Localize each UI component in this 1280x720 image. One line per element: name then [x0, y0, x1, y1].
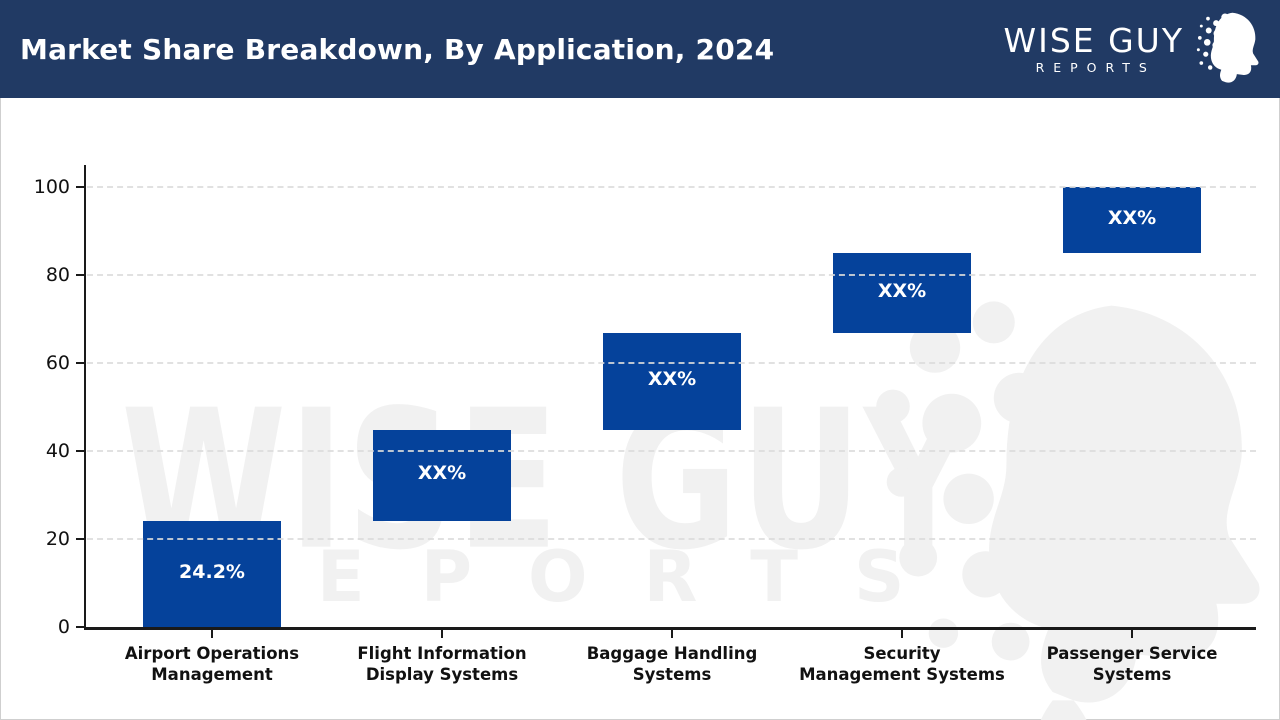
y-tick-label: 0	[57, 616, 70, 638]
x-axis-line	[84, 627, 1256, 630]
y-tick-label: 80	[45, 264, 70, 286]
y-tick	[76, 538, 84, 540]
gridline-60	[87, 362, 1256, 364]
bar-segment	[833, 253, 971, 334]
logo-head-icon	[1196, 12, 1259, 83]
x-tick	[211, 630, 213, 638]
bar-segment	[373, 429, 511, 521]
category-label: Baggage Handling Systems	[586, 644, 758, 685]
gridline-80	[87, 274, 1256, 276]
y-tick	[76, 186, 84, 188]
plot: 24.2% XX% XX% XX% XX% 0 20 40 60 80 100 Airport Ope…	[1, 98, 1280, 720]
y-tick-label: 100	[33, 176, 70, 198]
page-title: Market Share Breakdown, By Application, …	[20, 32, 775, 66]
x-tick	[671, 630, 673, 638]
x-tick	[1131, 630, 1133, 638]
bar-value-label: XX%	[417, 462, 467, 485]
bar-segment	[603, 333, 741, 430]
y-tick-label: 60	[45, 352, 70, 374]
logo-wordmark: WISE GUY	[1003, 20, 1184, 60]
gridline-20	[87, 538, 1256, 540]
y-tick-label: 40	[45, 440, 70, 462]
y-tick-label: 20	[45, 528, 70, 550]
logo-text: WISE GUY REPORTS	[1003, 24, 1184, 75]
y-axis-line	[84, 165, 86, 629]
category-label: Flight Information Display Systems	[357, 644, 527, 685]
category-label: Airport Operations Management	[124, 644, 300, 685]
gridline-100	[87, 186, 1256, 188]
y-tick	[76, 274, 84, 276]
header: Market Share Breakdown, By Application, …	[0, 0, 1280, 98]
x-tick	[901, 630, 903, 638]
bar-segment	[1063, 187, 1201, 253]
x-tick	[441, 630, 443, 638]
y-tick	[76, 362, 84, 364]
y-tick	[76, 450, 84, 452]
brand-logo: WISE GUY REPORTS	[1003, 7, 1262, 91]
bar-value-label: XX%	[647, 368, 697, 391]
watermark-subtitle: REPORTS	[207, 536, 961, 618]
category-label: Security Management Systems	[799, 644, 1005, 685]
bar-value-label: 24.2%	[179, 560, 245, 583]
logo-subtitle: REPORTS	[1035, 59, 1156, 75]
bar-value-label: XX%	[1107, 207, 1157, 229]
chart-area: WISE GUY REPORTS 24.2% XX% XX% XX% XX% 0 20 40 6…	[0, 98, 1280, 720]
category-label: Passenger Service Systems	[1046, 644, 1218, 685]
watermark-head-icon	[876, 301, 1260, 720]
bar-value-label: XX%	[877, 280, 927, 303]
gridline-40	[87, 450, 1256, 452]
y-tick	[76, 626, 84, 628]
